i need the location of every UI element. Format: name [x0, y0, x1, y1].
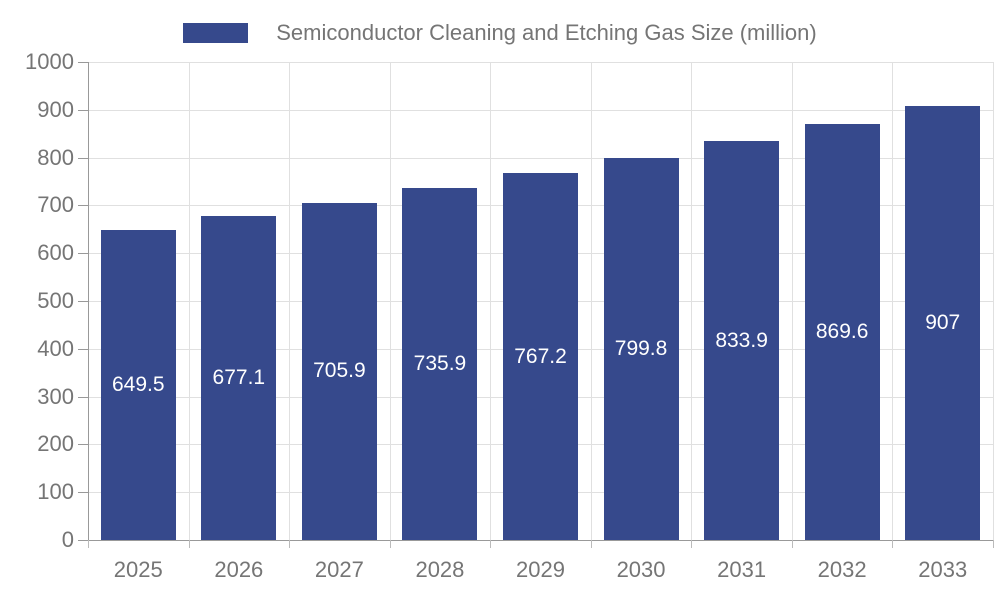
x-axis-tick [892, 540, 894, 548]
y-tick-label: 800 [37, 144, 74, 170]
y-tick-label: 200 [37, 431, 74, 457]
y-axis-tick [78, 157, 88, 159]
y-tick-label: 300 [37, 383, 74, 409]
y-tick-label: 900 [37, 96, 74, 122]
bar-value-label: 907 [925, 311, 961, 335]
x-axis-tick [791, 540, 793, 548]
y-axis-line [88, 62, 89, 540]
x-axis-tick [490, 540, 492, 548]
bar-2030[interactable]: 799.8 [603, 157, 679, 540]
x-axis-line [88, 540, 993, 541]
x-axis-tick [188, 540, 190, 548]
y-tick-label: 0 [61, 527, 74, 552]
y-axis-tick [78, 62, 88, 63]
v-gridline [188, 62, 190, 540]
y-tick-label: 500 [37, 288, 74, 313]
x-axis-tick [590, 540, 592, 548]
x-tick-label: 2026 [214, 557, 264, 582]
x-tick-label: 2030 [616, 557, 666, 582]
x-axis-tick [993, 540, 994, 548]
v-gridline [590, 62, 592, 540]
v-gridline [892, 62, 894, 540]
bar-value-label: 799.8 [614, 336, 668, 360]
y-axis-tick [78, 444, 88, 446]
legend-label: Semiconductor Cleaning and Etching Gas S… [276, 20, 817, 45]
h-gridline [88, 62, 993, 63]
bar-2033[interactable]: 907 [905, 106, 981, 540]
x-axis-tick [691, 540, 693, 548]
y-tick-label: 1000 [25, 49, 74, 74]
y-axis-tick [78, 205, 88, 207]
y-axis-tick [78, 253, 88, 255]
x-tick-label: 2028 [415, 557, 465, 582]
y-axis-tick [78, 301, 88, 302]
bar-2026[interactable]: 677.1 [201, 216, 277, 540]
x-tick-label: 2029 [516, 557, 565, 582]
y-axis-tick [78, 348, 88, 350]
y-axis-tick [78, 109, 88, 111]
x-tick-label: 2033 [918, 557, 968, 582]
bar-value-label: 869.6 [815, 320, 869, 344]
x-axis-tick [389, 540, 391, 548]
v-gridline [791, 62, 793, 540]
bar-value-label: 705.9 [313, 359, 366, 383]
v-gridline [289, 62, 291, 540]
bar-value-label: 649.5 [111, 372, 165, 396]
y-tick-label: 600 [37, 240, 74, 266]
bar-value-label: 833.9 [715, 328, 768, 352]
bar-value-label: 677.1 [212, 366, 266, 390]
x-axis-tick [289, 540, 291, 548]
y-tick-label: 400 [37, 335, 74, 361]
chart-legend[interactable]: Semiconductor Cleaning and Etching Gas S… [0, 19, 1000, 47]
h-gridline [88, 109, 993, 111]
bar-2027[interactable]: 705.9 [301, 202, 377, 540]
v-gridline [691, 62, 693, 540]
bar-2029[interactable]: 767.2 [503, 173, 578, 540]
h-gridline [88, 157, 993, 159]
x-tick-label: 2032 [817, 557, 867, 582]
y-axis-tick [78, 540, 88, 541]
y-axis-tick [78, 396, 88, 398]
x-tick-label: 2027 [314, 557, 364, 582]
v-gridline [490, 62, 492, 540]
x-axis-tick [88, 540, 89, 548]
bar-value-label: 735.9 [413, 352, 467, 376]
v-gridline [389, 62, 391, 540]
bar-2031[interactable]: 833.9 [704, 141, 780, 540]
y-axis-tick [78, 492, 88, 494]
x-tick-label: 2031 [717, 557, 767, 582]
bar-2028[interactable]: 735.9 [402, 188, 478, 540]
bar-2032[interactable]: 869.6 [804, 124, 880, 540]
legend-swatch [183, 23, 249, 43]
bar-2025[interactable]: 649.5 [100, 229, 176, 540]
y-tick-label: 100 [37, 479, 74, 505]
v-gridline [993, 62, 994, 540]
bar-value-label: 767.2 [514, 344, 567, 368]
y-tick-label: 700 [37, 192, 74, 218]
x-tick-label: 2025 [113, 557, 163, 582]
